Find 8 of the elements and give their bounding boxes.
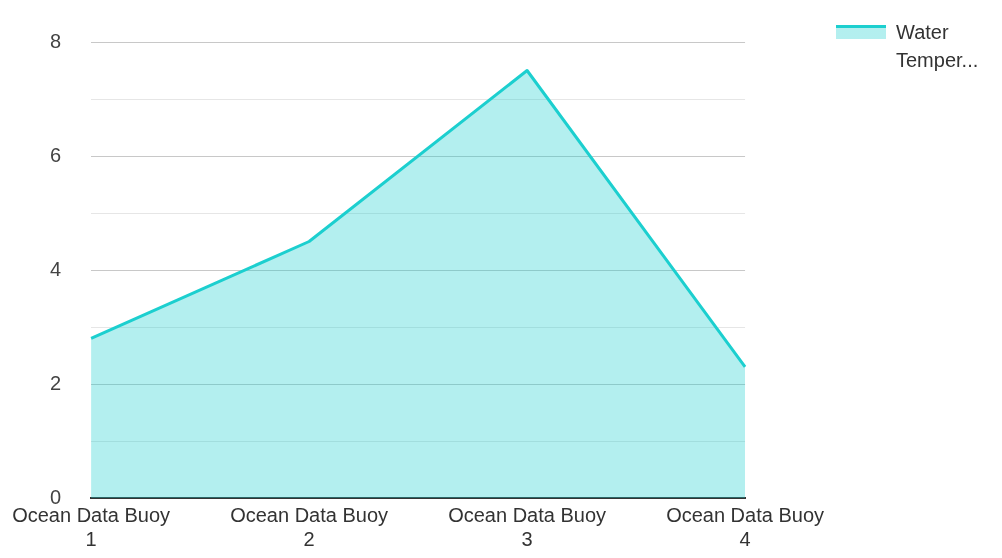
y-tick-label: 4 xyxy=(50,257,62,280)
x-tick-label: Ocean Data Buoy 4 xyxy=(666,503,824,550)
y-tick-label: 6 xyxy=(50,143,62,166)
legend-label: Water Temper... xyxy=(896,20,980,73)
y-tick-label: 8 xyxy=(50,29,62,52)
y-tick-label: 2 xyxy=(50,371,62,394)
x-tick-label: Ocean Data Buoy 2 xyxy=(230,503,389,550)
x-tick-label: Ocean Data Buoy 3 xyxy=(448,503,607,550)
